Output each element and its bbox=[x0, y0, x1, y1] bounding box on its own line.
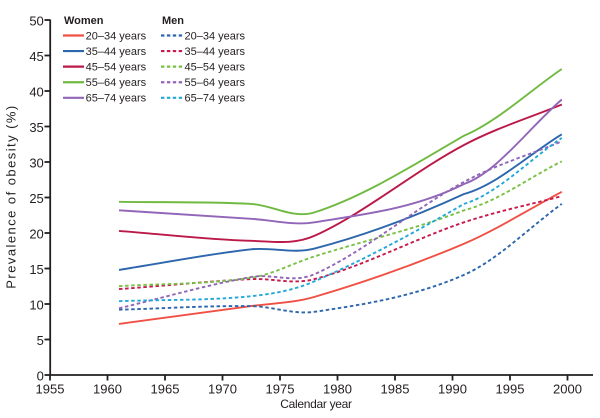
svg-text:2000: 2000 bbox=[553, 382, 582, 397]
svg-text:30: 30 bbox=[29, 156, 43, 171]
svg-text:Prevalence of obesity (%): Prevalence of obesity (%) bbox=[4, 104, 19, 288]
svg-text:55–64 years: 55–64 years bbox=[86, 77, 147, 89]
svg-text:50: 50 bbox=[29, 14, 43, 29]
svg-text:35–44 years: 35–44 years bbox=[86, 46, 147, 58]
svg-text:1970: 1970 bbox=[208, 382, 237, 397]
svg-text:65–74 years: 65–74 years bbox=[185, 93, 246, 105]
svg-text:1980: 1980 bbox=[323, 382, 352, 397]
svg-text:35–44 years: 35–44 years bbox=[185, 46, 246, 58]
svg-text:Calendar year: Calendar year bbox=[280, 397, 352, 411]
svg-text:40: 40 bbox=[29, 85, 43, 100]
svg-text:45–54 years: 45–54 years bbox=[185, 61, 246, 73]
svg-text:35: 35 bbox=[29, 120, 43, 135]
svg-text:45–54 years: 45–54 years bbox=[86, 61, 147, 73]
svg-text:1985: 1985 bbox=[381, 382, 410, 397]
svg-text:1965: 1965 bbox=[151, 382, 180, 397]
svg-text:1995: 1995 bbox=[496, 382, 525, 397]
svg-text:20: 20 bbox=[29, 227, 43, 242]
svg-text:15: 15 bbox=[29, 262, 43, 277]
svg-text:0: 0 bbox=[37, 369, 44, 384]
svg-text:25: 25 bbox=[29, 191, 43, 206]
svg-text:55–64 years: 55–64 years bbox=[185, 77, 246, 89]
svg-text:20–34 years: 20–34 years bbox=[185, 30, 246, 42]
svg-text:Men: Men bbox=[162, 15, 184, 27]
svg-text:20–34 years: 20–34 years bbox=[86, 30, 147, 42]
svg-text:5: 5 bbox=[37, 333, 44, 348]
svg-text:1955: 1955 bbox=[36, 382, 65, 397]
svg-text:10: 10 bbox=[29, 298, 43, 313]
svg-text:1990: 1990 bbox=[438, 382, 467, 397]
svg-text:1960: 1960 bbox=[93, 382, 122, 397]
svg-text:1975: 1975 bbox=[266, 382, 295, 397]
svg-text:65–74 years: 65–74 years bbox=[86, 93, 147, 105]
svg-text:45: 45 bbox=[29, 49, 43, 64]
svg-text:Women: Women bbox=[64, 15, 104, 27]
